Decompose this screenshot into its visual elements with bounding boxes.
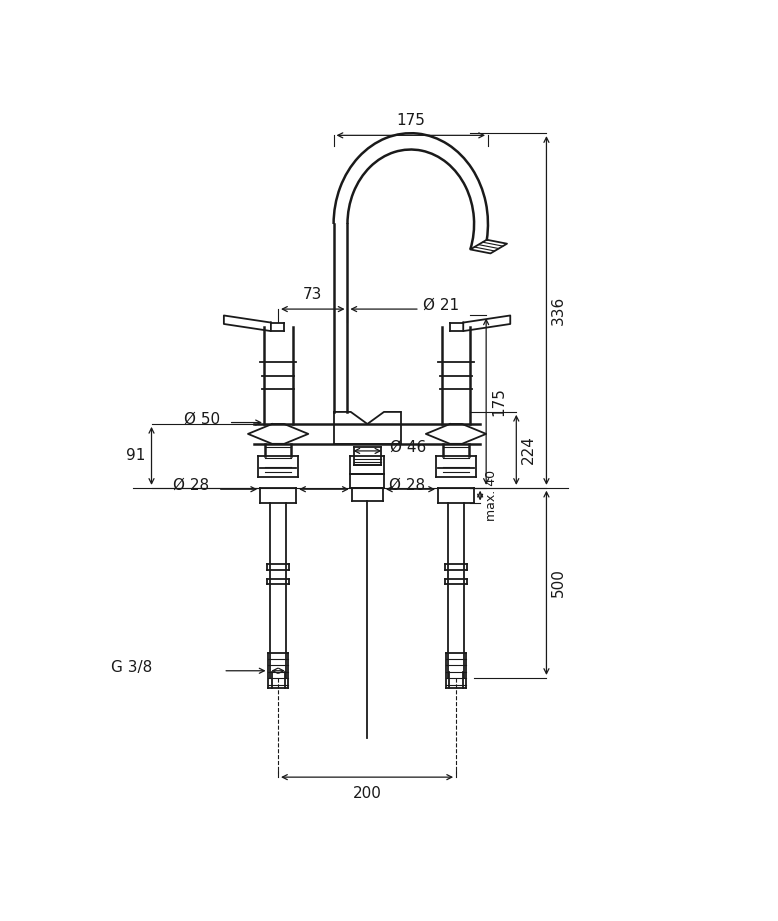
Text: Ø 50: Ø 50: [184, 412, 219, 426]
Text: 224: 224: [521, 436, 536, 464]
Text: 336: 336: [552, 296, 566, 325]
Text: 200: 200: [352, 786, 381, 800]
Text: 175: 175: [491, 387, 506, 416]
Text: Ø 46: Ø 46: [391, 440, 426, 455]
Text: Ø 21: Ø 21: [423, 298, 459, 313]
Text: 500: 500: [552, 568, 566, 597]
Text: Ø 28: Ø 28: [389, 478, 426, 493]
Text: Ø 28: Ø 28: [173, 478, 209, 493]
Text: 91: 91: [126, 449, 145, 463]
Text: max. 40: max. 40: [485, 470, 498, 521]
Text: 175: 175: [396, 113, 426, 128]
Text: G 3/8: G 3/8: [110, 659, 152, 675]
Text: 73: 73: [303, 287, 323, 302]
